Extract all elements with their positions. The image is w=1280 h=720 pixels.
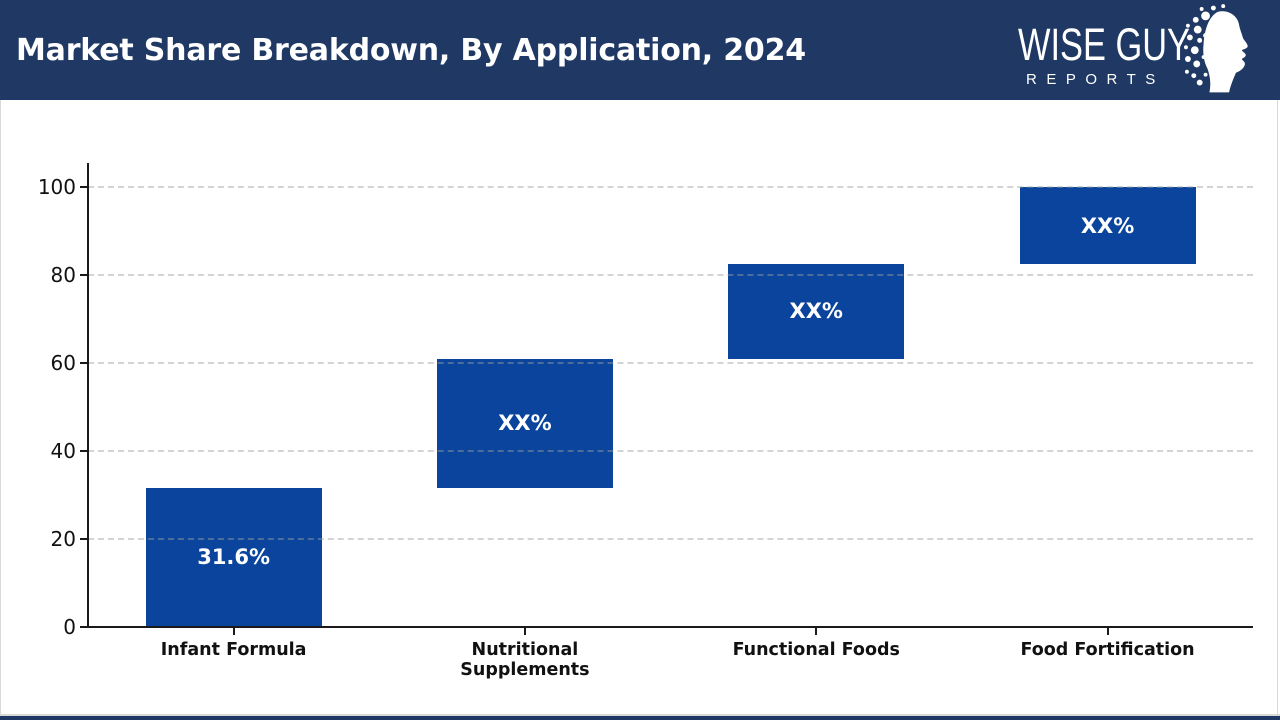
- bar-value-label: 31.6%: [197, 545, 271, 570]
- x-category-label: Infant Formula: [160, 640, 307, 660]
- bar-1: [145, 487, 322, 627]
- y-tick-label-80: 80: [50, 263, 76, 287]
- gridline-20: [88, 538, 1253, 540]
- x-category-label: Functional Foods: [732, 640, 900, 660]
- y-tick-60: [80, 362, 88, 364]
- y-tick-100: [80, 186, 88, 188]
- y-tick-40: [80, 450, 88, 452]
- gridline-80: [88, 274, 1253, 276]
- logo-face-icon: [1184, 4, 1248, 93]
- bar-value-label: XX%: [1080, 213, 1135, 238]
- y-tick-label-20: 20: [50, 527, 76, 551]
- y-tick-0: [80, 626, 88, 628]
- footer-bar: [0, 716, 1280, 720]
- x-category-label: Food Fortification: [1020, 640, 1195, 660]
- gridline-60: [88, 362, 1253, 364]
- bar-value-label: XX%: [498, 411, 552, 436]
- bar-value-label: XX%: [789, 299, 843, 324]
- x-tick-3: [815, 628, 818, 635]
- x-tick-1: [232, 628, 235, 635]
- gridline-100: [88, 186, 1253, 188]
- logo-reports: REPORTS: [1026, 71, 1165, 88]
- y-tick-20: [80, 538, 88, 540]
- x-tick-2: [523, 628, 526, 635]
- gridline-40: [88, 450, 1253, 452]
- logo-wordmark: WISE GUY: [1018, 19, 1190, 70]
- logo: WISE GUY REPORTS: [1018, 4, 1248, 93]
- x-category-label: Nutritional Supplements: [460, 640, 590, 680]
- y-tick-label-100: 100: [37, 175, 76, 199]
- x-tick-4: [1106, 628, 1109, 635]
- bottom-border: [0, 714, 1280, 716]
- y-tick-80: [80, 274, 88, 276]
- y-axis-line: [87, 163, 89, 628]
- y-tick-label-60: 60: [50, 351, 76, 375]
- x-axis-line: [87, 626, 1253, 628]
- y-tick-label-40: 40: [50, 439, 76, 463]
- bar-2: [436, 358, 613, 488]
- y-tick-label-0: 0: [63, 615, 76, 639]
- header-bar: Market Share Breakdown, By Application, …: [0, 0, 1280, 100]
- chart-title: Market Share Breakdown, By Application, …: [16, 32, 806, 68]
